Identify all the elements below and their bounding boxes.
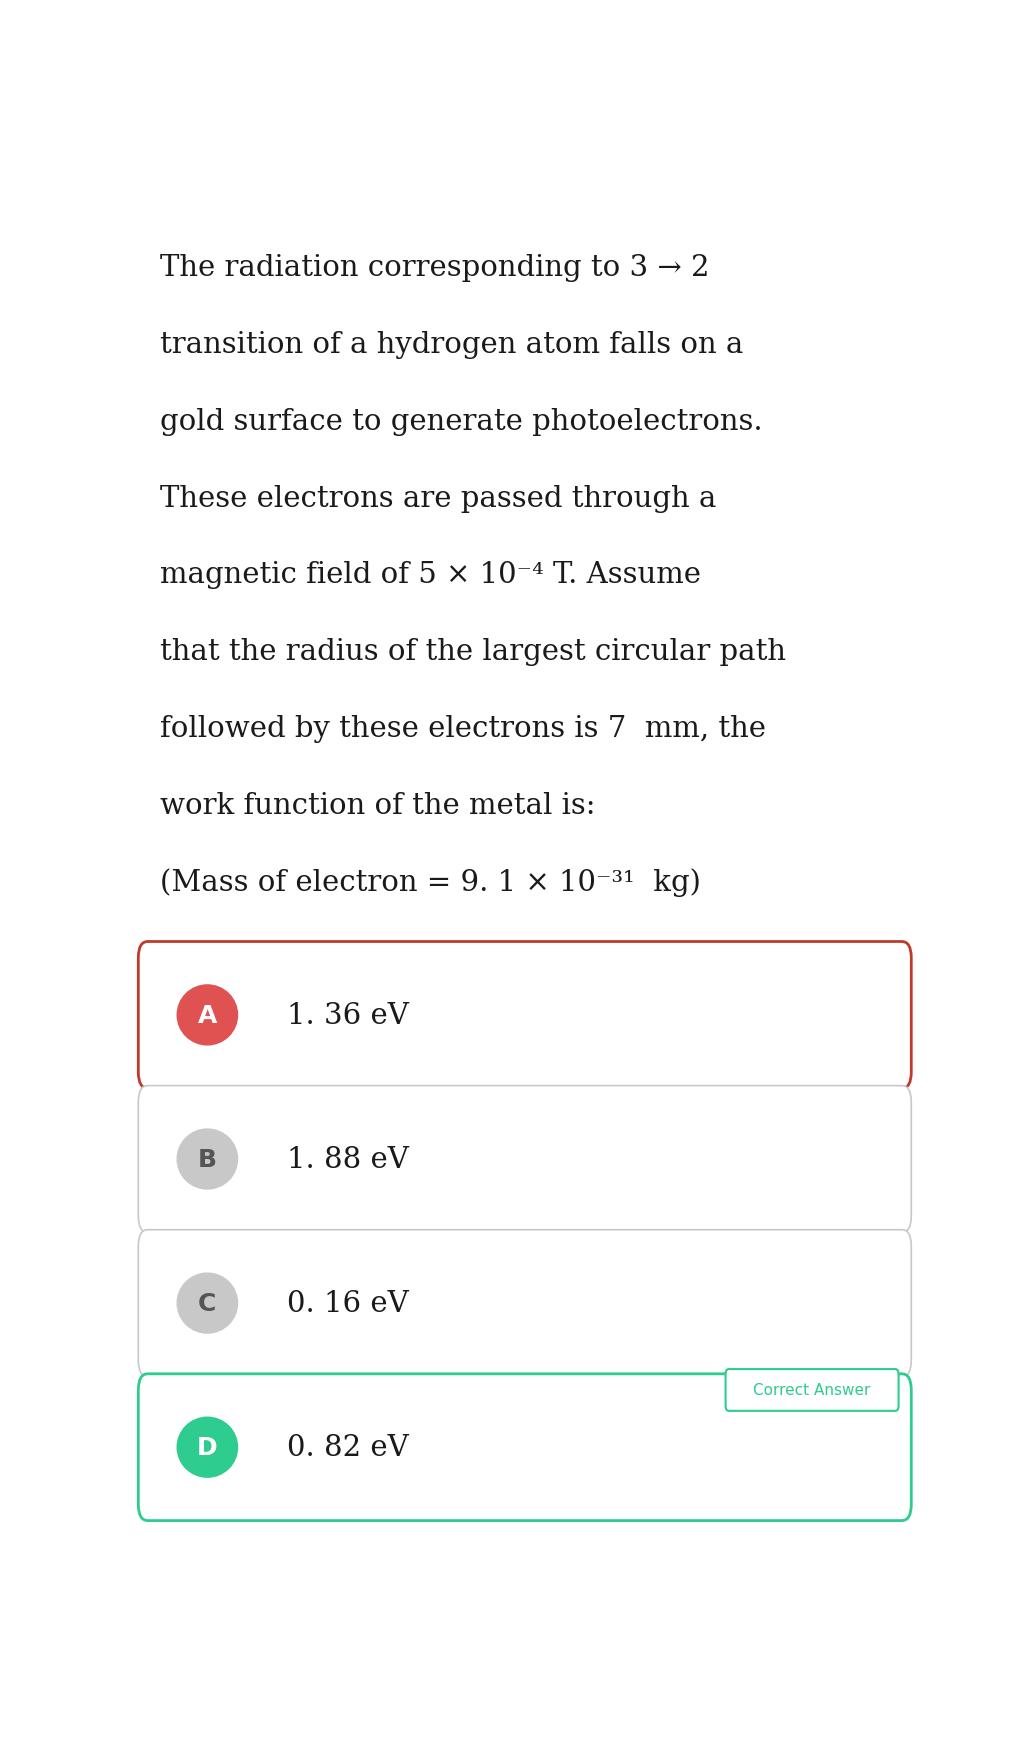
Text: gold surface to generate photoelectrons.: gold surface to generate photoelectrons. <box>160 407 763 435</box>
Text: magnetic field of 5 × 10⁻⁴ T. Assume: magnetic field of 5 × 10⁻⁴ T. Assume <box>160 561 700 589</box>
Ellipse shape <box>177 1418 238 1477</box>
Text: 0. 16 eV: 0. 16 eV <box>287 1290 409 1318</box>
Text: D: D <box>197 1435 218 1460</box>
Text: (Mass of electron = 9. 1 × 10⁻³¹  kg): (Mass of electron = 9. 1 × 10⁻³¹ kg) <box>160 869 700 897</box>
Ellipse shape <box>177 1273 238 1334</box>
Text: transition of a hydrogen atom falls on a: transition of a hydrogen atom falls on a <box>160 330 743 358</box>
FancyBboxPatch shape <box>138 942 911 1089</box>
Ellipse shape <box>177 1129 238 1189</box>
Text: followed by these electrons is 7  mm, the: followed by these electrons is 7 mm, the <box>160 715 766 743</box>
Text: The radiation corresponding to 3 → 2: The radiation corresponding to 3 → 2 <box>160 253 710 281</box>
FancyBboxPatch shape <box>138 1086 911 1232</box>
Text: Correct Answer: Correct Answer <box>754 1383 870 1398</box>
Text: B: B <box>198 1147 217 1171</box>
Text: C: C <box>199 1292 216 1314</box>
Text: 1. 88 eV: 1. 88 eV <box>287 1145 409 1173</box>
Text: 1. 36 eV: 1. 36 eV <box>287 1002 409 1030</box>
FancyBboxPatch shape <box>726 1369 899 1411</box>
Text: that the radius of the largest circular path: that the radius of the largest circular … <box>160 638 785 666</box>
Ellipse shape <box>177 986 238 1045</box>
FancyBboxPatch shape <box>138 1231 911 1377</box>
Text: work function of the metal is:: work function of the metal is: <box>160 792 595 820</box>
Text: 0. 82 eV: 0. 82 eV <box>287 1433 409 1461</box>
Text: These electrons are passed through a: These electrons are passed through a <box>160 484 716 512</box>
FancyBboxPatch shape <box>138 1374 911 1521</box>
Text: A: A <box>198 1003 217 1028</box>
